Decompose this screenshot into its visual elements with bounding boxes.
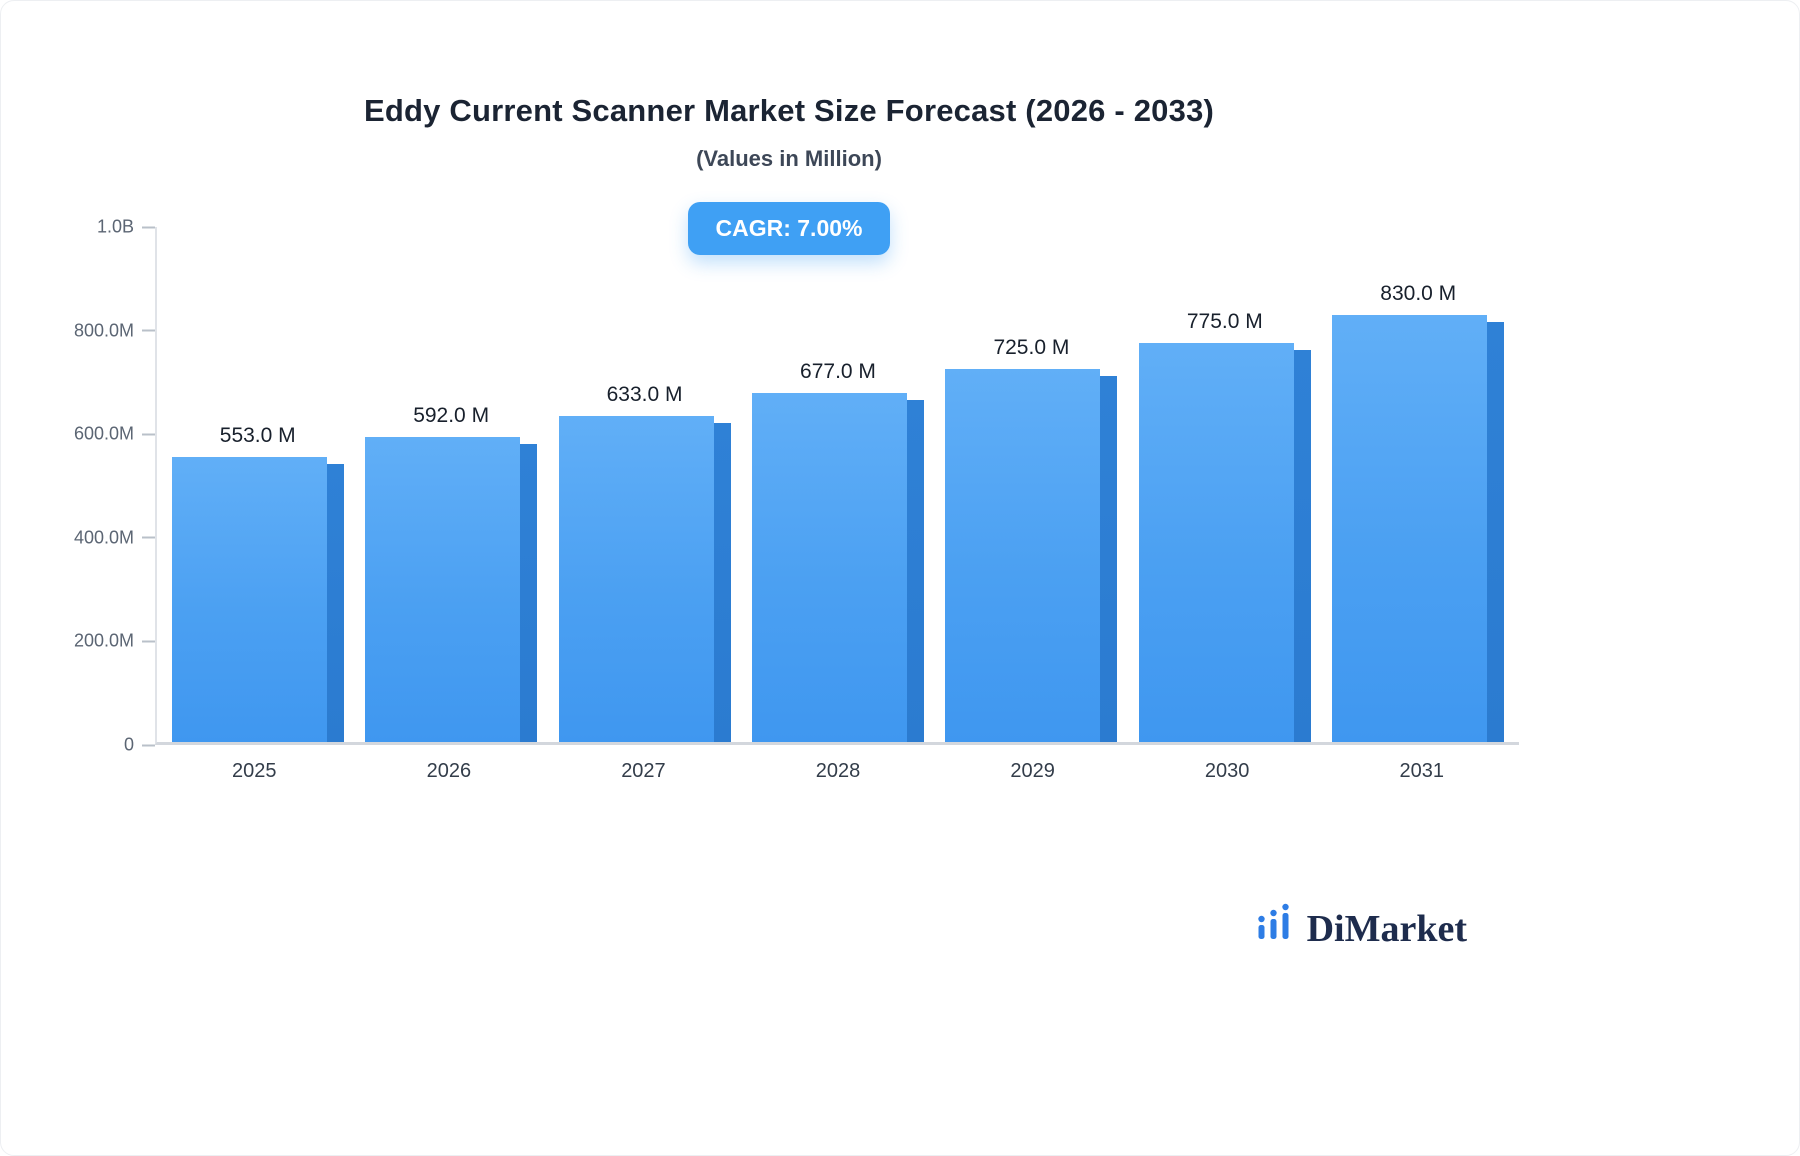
bar-group: 677.0 M	[741, 227, 934, 742]
bar-group: 633.0 M	[548, 227, 741, 742]
bar	[558, 416, 731, 742]
y-tick-label: 0	[123, 734, 134, 755]
bar-value-label: 775.0 M	[1186, 309, 1263, 333]
bar-group: 592.0 M	[354, 227, 547, 742]
bar-face-front	[365, 437, 521, 742]
bar	[751, 393, 924, 742]
bar-group: 725.0 M	[935, 227, 1128, 742]
chart-subtitle: (Values in Million)	[696, 146, 882, 171]
badge-row: CAGR: 7.00%	[59, 202, 1519, 255]
y-tick-mark	[142, 536, 155, 539]
bar	[365, 437, 538, 742]
x-axis-label: 2028	[815, 760, 861, 782]
bar-face-front	[1138, 342, 1294, 742]
bar-chart: 0 200.0M 400.0M 600.0M 800.0M 1.0B 553.0 M 592…	[59, 217, 1519, 755]
y-axis: 0 200.0M 400.0M 600.0M 800.0M 1.0B	[59, 217, 155, 755]
cagr-badge: CAGR: 7.00%	[687, 202, 891, 255]
bar-face-side	[1487, 321, 1505, 742]
bar	[171, 457, 344, 742]
bar-face-front	[1332, 314, 1488, 742]
bar-face-side	[1293, 349, 1311, 742]
y-tick: 800.0M	[74, 320, 155, 341]
x-axis-label: 2025	[232, 760, 277, 782]
bar-group: 830.0 M	[1322, 227, 1515, 742]
x-axis-label: 2026	[426, 760, 472, 782]
x-axis-label: 2029	[1010, 760, 1055, 782]
y-tick: 600.0M	[74, 424, 155, 445]
y-tick: 0	[124, 735, 155, 756]
bar	[945, 368, 1118, 742]
bar-face-side	[713, 423, 731, 742]
y-tick-mark	[142, 226, 155, 228]
bar	[1332, 314, 1505, 742]
dimarket-logo-text: DiMarket	[1306, 908, 1467, 950]
y-tick-label: 400.0M	[73, 527, 134, 548]
y-tick: 400.0M	[74, 527, 155, 548]
bar-face-side	[906, 400, 924, 742]
x-axis-label: 2030	[1204, 760, 1250, 782]
bar-face-front	[751, 393, 907, 742]
x-axis-labels: 2025 2026 2027 2028 2029 2030 2031	[157, 745, 1519, 783]
bar-face-side	[326, 464, 344, 742]
plot-area: 553.0 M 592.0 M 633.0 M 677.0 M 725.0 M 775.0…	[155, 227, 1519, 745]
x-axis-label: 2027	[621, 760, 666, 782]
y-tick-label: 1.0B	[96, 216, 134, 237]
y-tick-mark	[142, 433, 155, 436]
y-tick-label: 200.0M	[73, 630, 134, 651]
y-tick-mark	[142, 640, 155, 643]
bar-value-label: 592.0 M	[413, 404, 490, 428]
chart-content: Eddy Current Scanner Market Size Forecas…	[59, 1, 1519, 783]
y-tick-label: 800.0M	[73, 320, 134, 341]
y-tick: 1.0B	[97, 217, 155, 238]
bar-face-front	[171, 457, 327, 742]
dimarket-logo: DiMarket	[1255, 903, 1467, 948]
bar-value-label: 677.0 M	[800, 360, 876, 384]
bar-face-side	[520, 444, 538, 742]
y-tick-label: 600.0M	[73, 423, 134, 444]
bar-face-front	[945, 368, 1101, 742]
bar-value-label: 725.0 M	[993, 335, 1070, 359]
bar	[1138, 342, 1311, 742]
y-tick: 200.0M	[74, 631, 155, 652]
y-tick-mark	[142, 329, 155, 332]
bar-value-label: 830.0 M	[1380, 281, 1457, 305]
bar-value-label: 633.0 M	[606, 383, 683, 407]
bar-group: 775.0 M	[1128, 227, 1321, 742]
dimarket-logo-icon	[1255, 903, 1297, 948]
bar-face-side	[1100, 375, 1118, 742]
bar-group: 553.0 M	[161, 227, 354, 742]
bar-value-label: 553.0 M	[219, 424, 296, 448]
x-axis-label: 2031	[1399, 760, 1445, 782]
y-tick-mark	[142, 744, 155, 746]
chart-title: Eddy Current Scanner Market Size Forecas…	[363, 93, 1215, 128]
bar-face-front	[558, 416, 714, 742]
